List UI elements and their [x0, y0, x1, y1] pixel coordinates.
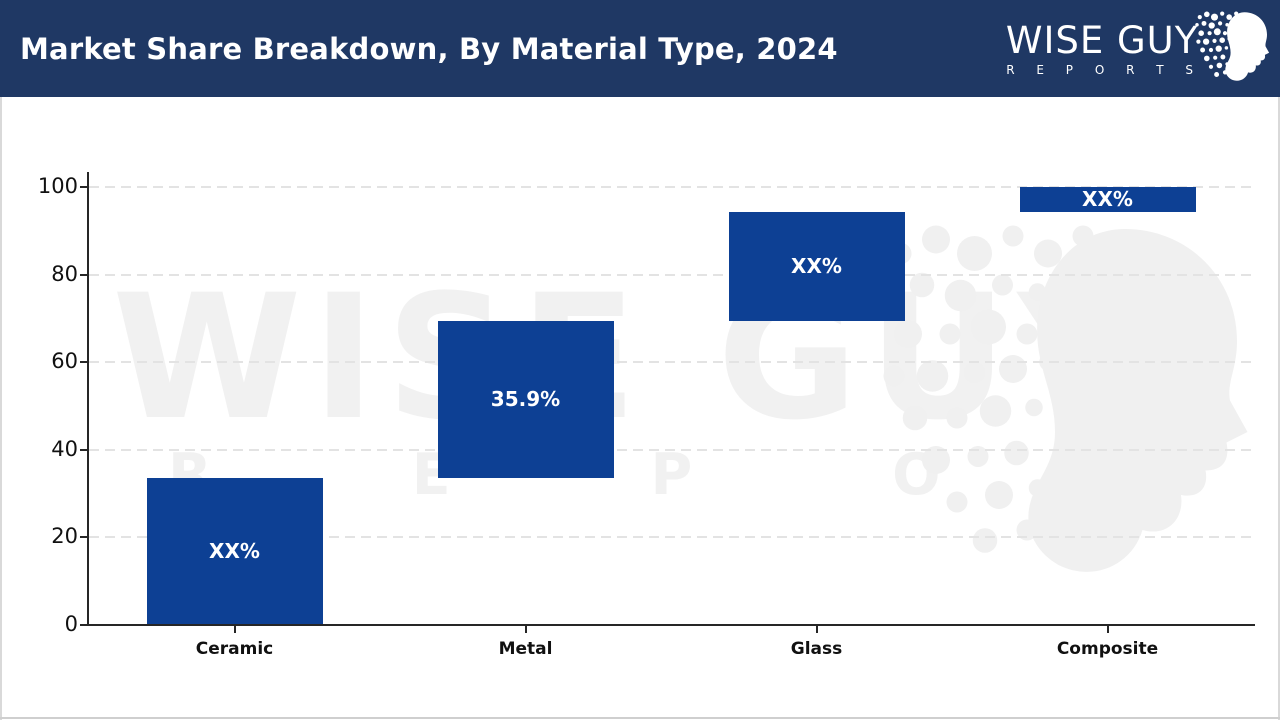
body-border-right: [1278, 97, 1280, 720]
y-axis-tick-label: 80: [51, 261, 78, 286]
bar-ceramic: XX%: [146, 477, 323, 625]
bar-value-label: XX%: [1082, 187, 1133, 212]
y-axis-tick-label: 100: [37, 174, 78, 198]
y-axis-tick-label: 60: [51, 349, 78, 374]
gridline-y40: [89, 448, 1253, 451]
bar-value-label: 35.9%: [490, 387, 561, 412]
y-axis-tick-label: 20: [51, 524, 78, 549]
gridline-y60: [89, 361, 1253, 364]
y-axis-tick-label: 0: [64, 612, 78, 636]
y-axis-tick-mark: [80, 186, 88, 188]
logo-wordmark: WISE GUY: [1005, 19, 1199, 63]
y-axis-tick-label: 40: [51, 436, 78, 461]
page-title: Market Share Breakdown, By Material Type…: [20, 31, 838, 66]
logo-face-icon: [1195, 11, 1270, 81]
category-label-metal: Metal: [498, 639, 553, 659]
header: Market Share Breakdown, By Material Type…: [0, 0, 1280, 97]
watermark-face-icon: [878, 225, 1248, 572]
y-axis-tick-mark: [80, 273, 88, 276]
y-axis-tick-mark: [80, 448, 88, 451]
category-label-glass: Glass: [790, 639, 843, 659]
gridline-y20: [89, 536, 1253, 539]
category-label-ceramic: Ceramic: [195, 639, 274, 659]
gridline-y80: [89, 273, 1253, 276]
y-axis-tick-mark: [80, 624, 88, 626]
x-axis-tick-mark: [815, 625, 818, 633]
bar-metal: 35.9%: [437, 320, 614, 478]
body-border-bottom: [0, 717, 1280, 719]
logo-subtitle: R E P O R T S: [1006, 62, 1202, 77]
x-axis-tick-mark: [1106, 625, 1109, 633]
bar-glass: XX%: [728, 211, 905, 321]
x-axis-tick-mark: [524, 625, 527, 633]
bar-composite: XX%: [1019, 187, 1196, 212]
logo-text: WISE GUY R E P O R T S: [1002, 19, 1202, 77]
gridline-y100: [89, 186, 1253, 188]
y-axis-line: [87, 172, 89, 626]
y-axis-tick-mark: [80, 536, 88, 539]
bar-value-label: XX%: [791, 254, 842, 279]
x-axis-tick-mark: [233, 625, 236, 633]
category-label-composite: Composite: [1056, 639, 1159, 659]
y-axis-tick-mark: [80, 361, 88, 364]
body-border-left: [0, 97, 2, 720]
wise-guy-logo: WISE GUY R E P O R T S: [1002, 8, 1274, 92]
bar-value-label: XX%: [209, 539, 260, 564]
x-axis-line: [87, 624, 1255, 626]
